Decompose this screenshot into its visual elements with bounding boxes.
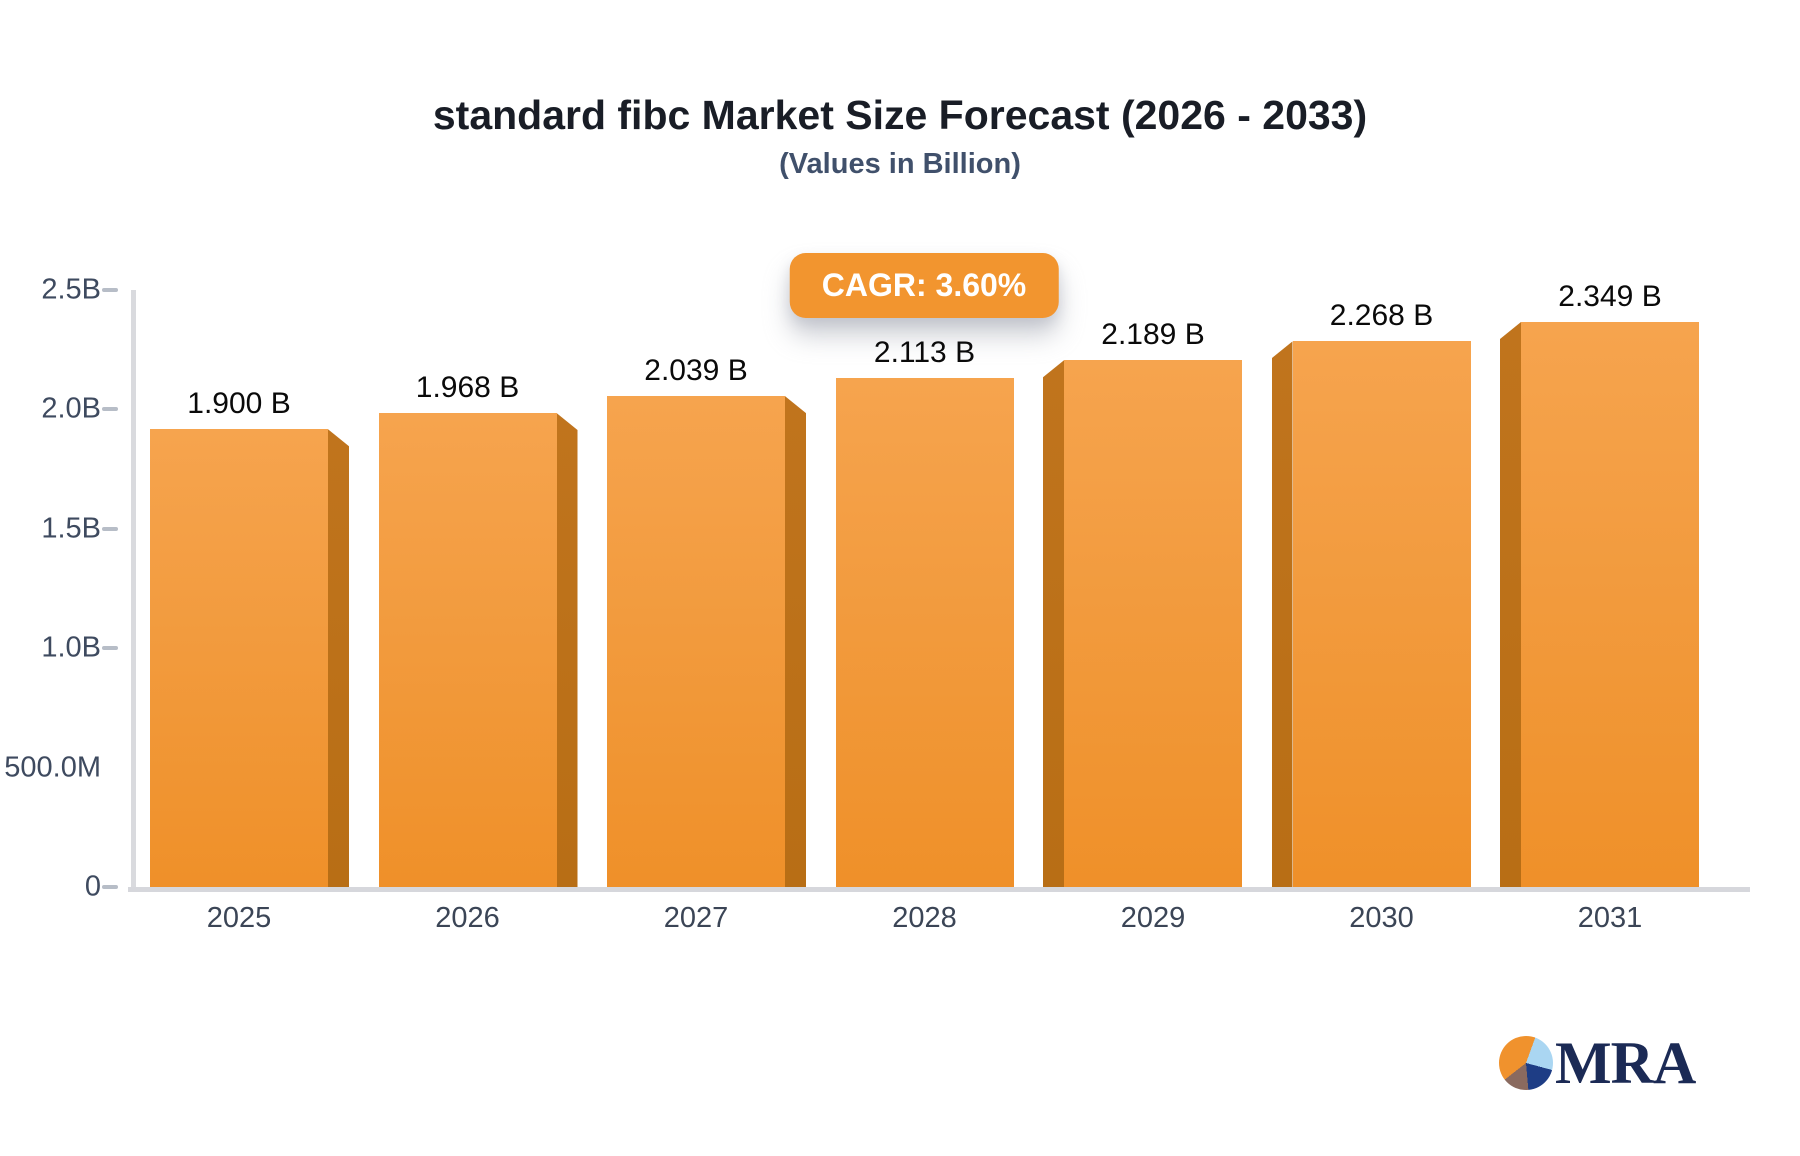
bar bbox=[1292, 341, 1471, 887]
bar-value-label: 1.968 B bbox=[415, 371, 520, 405]
bar bbox=[607, 396, 785, 887]
bar-value-label: 1.900 B bbox=[187, 387, 291, 421]
brand-logo: MRA bbox=[1499, 1030, 1696, 1096]
bar bbox=[378, 413, 557, 887]
x-axis-tick-label: 2031 bbox=[1577, 902, 1643, 934]
bar-3d-side bbox=[328, 429, 349, 887]
y-axis-tick-label: 1.5B bbox=[41, 512, 101, 545]
x-axis-tick-label: 2027 bbox=[663, 902, 729, 934]
y-axis-tick-label: 2.5B bbox=[41, 273, 101, 306]
bar-value-label: 2.039 B bbox=[644, 354, 748, 388]
bar bbox=[150, 429, 328, 887]
bar-3d-side bbox=[785, 396, 806, 887]
bar bbox=[1521, 322, 1699, 887]
bar-3d-side bbox=[556, 413, 578, 887]
y-axis-tick-label: 0 bbox=[84, 870, 101, 903]
y-axis-line bbox=[131, 290, 136, 887]
y-axis-tick-mark bbox=[102, 526, 118, 531]
x-axis-tick-label: 2028 bbox=[892, 902, 957, 934]
bar-3d-side bbox=[1500, 322, 1521, 887]
bar-3d-side bbox=[1043, 360, 1064, 887]
x-axis-line bbox=[128, 887, 1750, 892]
bar-value-label: 2.113 B bbox=[873, 336, 976, 370]
y-axis-tick-mark bbox=[102, 288, 118, 292]
y-axis-tick-label: 2.0B bbox=[41, 392, 101, 425]
bar-value-label: 2.189 B bbox=[1101, 318, 1205, 352]
chart-subtitle: (Values in Billion) bbox=[779, 148, 1021, 180]
y-axis-tick-mark bbox=[102, 646, 118, 651]
bar-value-label: 2.268 B bbox=[1329, 299, 1434, 333]
bar-3d-side bbox=[1271, 341, 1293, 887]
x-axis-tick-label: 2026 bbox=[435, 902, 500, 934]
bar-value-label: 2.349 B bbox=[1558, 280, 1662, 314]
x-axis-tick-label: 2030 bbox=[1349, 902, 1414, 934]
y-axis-tick-mark bbox=[102, 407, 118, 412]
bar bbox=[835, 378, 1014, 887]
y-axis-tick-label: 500.0M bbox=[4, 751, 101, 784]
pie-chart-icon bbox=[1499, 1036, 1553, 1090]
x-axis-tick-label: 2029 bbox=[1120, 902, 1186, 934]
brand-logo-text: MRA bbox=[1555, 1030, 1696, 1096]
y-axis-tick-mark bbox=[102, 885, 118, 889]
chart-title: standard fibc Market Size Forecast (2026… bbox=[432, 92, 1368, 138]
cagr-badge: CAGR: 3.60% bbox=[789, 253, 1059, 318]
y-axis-tick-label: 1.0B bbox=[41, 631, 101, 664]
x-axis-tick-label: 2025 bbox=[206, 902, 272, 934]
bar bbox=[1064, 360, 1242, 887]
